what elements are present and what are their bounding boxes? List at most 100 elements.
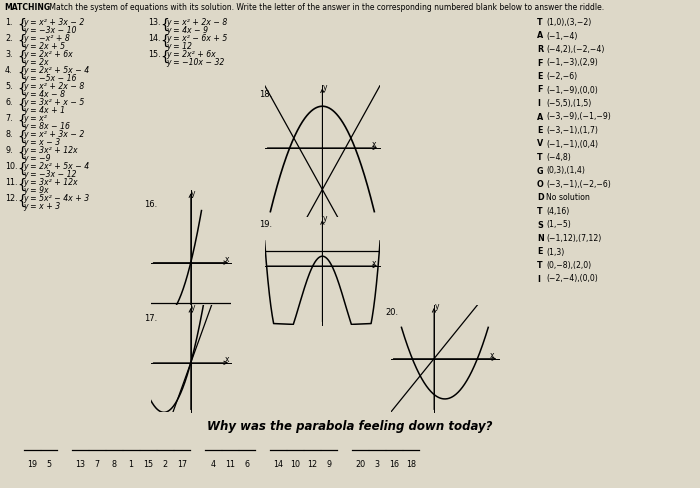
Text: (1,3): (1,3) [546, 247, 564, 257]
Text: A: A [537, 32, 543, 41]
Text: y = 4x − 9: y = 4x − 9 [166, 26, 208, 35]
Text: {: { [17, 130, 26, 144]
Text: 3: 3 [374, 460, 379, 469]
Text: y = 12: y = 12 [166, 42, 192, 51]
Text: y = x² − 6x + 5: y = x² − 6x + 5 [166, 34, 228, 43]
Text: y = x² + 3x − 2: y = x² + 3x − 2 [23, 130, 84, 139]
Text: S: S [537, 221, 543, 229]
Text: y = x + 3: y = x + 3 [23, 202, 60, 211]
Text: 1: 1 [129, 460, 134, 469]
Text: y = 4x − 8: y = 4x − 8 [23, 90, 65, 99]
Text: x: x [489, 351, 493, 361]
Text: x: x [372, 140, 376, 149]
Text: 18: 18 [406, 460, 416, 469]
Text: T: T [537, 207, 542, 216]
Text: (−4,2),(−2,−4): (−4,2),(−2,−4) [546, 45, 604, 54]
Text: 2.: 2. [5, 34, 13, 43]
Text: (−4,8): (−4,8) [546, 153, 570, 162]
Text: 1.: 1. [5, 18, 13, 27]
Text: O: O [537, 180, 544, 189]
Text: y = 3x² + x − 5: y = 3x² + x − 5 [23, 98, 84, 107]
Text: E: E [537, 126, 542, 135]
Text: D: D [537, 194, 544, 203]
Text: 11.: 11. [5, 178, 18, 187]
Text: 7: 7 [94, 460, 99, 469]
Text: x: x [372, 259, 376, 268]
Text: {: { [17, 178, 26, 192]
Text: 13: 13 [75, 460, 85, 469]
Text: 9.: 9. [5, 146, 13, 155]
Text: 8: 8 [111, 460, 116, 469]
Text: (−1,−1),(0,4): (−1,−1),(0,4) [546, 140, 598, 148]
Text: N: N [537, 234, 544, 243]
Text: 19: 19 [27, 460, 37, 469]
Text: y = 9x: y = 9x [23, 186, 48, 195]
Text: 15.: 15. [148, 50, 160, 59]
Text: {: { [17, 66, 26, 80]
Text: 5: 5 [46, 460, 52, 469]
Text: y = x² + 3x − 2: y = x² + 3x − 2 [23, 18, 84, 27]
Text: F: F [537, 59, 542, 67]
Text: 10.: 10. [5, 162, 18, 171]
Text: 20: 20 [355, 460, 365, 469]
Text: (−1,−9),(0,0): (−1,−9),(0,0) [546, 85, 598, 95]
Text: y: y [323, 83, 328, 92]
Text: (1,0),(3,−2): (1,0),(3,−2) [546, 18, 592, 27]
Text: E: E [537, 247, 542, 257]
Text: (1,−5): (1,−5) [546, 221, 570, 229]
Text: No solution: No solution [546, 194, 590, 203]
Text: 9: 9 [326, 460, 332, 469]
Text: 11: 11 [225, 460, 235, 469]
Text: (0,−8),(2,0): (0,−8),(2,0) [546, 261, 591, 270]
Text: I: I [537, 274, 540, 284]
Text: 7.: 7. [5, 114, 13, 123]
Text: y = 2x: y = 2x [23, 58, 48, 67]
Text: {: { [17, 98, 26, 112]
Text: {: { [17, 114, 26, 128]
Text: 3.: 3. [5, 50, 13, 59]
Text: x: x [225, 355, 230, 365]
Text: T: T [537, 153, 542, 162]
Text: G: G [537, 166, 543, 176]
Text: y: y [190, 189, 195, 198]
Text: 20.: 20. [385, 308, 398, 317]
Text: y = −3x − 10: y = −3x − 10 [23, 26, 76, 35]
Text: 14.: 14. [148, 34, 160, 43]
Text: (−3,−1),(1,7): (−3,−1),(1,7) [546, 126, 598, 135]
Text: (−2,−4),(0,0): (−2,−4),(0,0) [546, 274, 598, 284]
Text: {: { [17, 34, 26, 48]
Text: y = −x² + 8: y = −x² + 8 [23, 34, 70, 43]
Text: (−2,−6): (−2,−6) [546, 72, 577, 81]
Text: (−1,12),(7,12): (−1,12),(7,12) [546, 234, 601, 243]
Text: 2: 2 [162, 460, 167, 469]
Text: R: R [537, 45, 543, 54]
Text: 6: 6 [244, 460, 249, 469]
Text: 15: 15 [143, 460, 153, 469]
Text: {: { [17, 82, 26, 96]
Text: 6.: 6. [5, 98, 13, 107]
Text: (0,3),(1,4): (0,3),(1,4) [546, 166, 585, 176]
Text: 4: 4 [211, 460, 216, 469]
Text: T: T [537, 18, 542, 27]
Text: y = −10x − 32: y = −10x − 32 [166, 58, 224, 67]
Text: x: x [225, 255, 230, 264]
Text: y = 3x² + 12x: y = 3x² + 12x [23, 146, 78, 155]
Text: y = −9: y = −9 [23, 154, 50, 163]
Text: y: y [435, 302, 440, 311]
Text: {: { [17, 194, 26, 208]
Text: {: { [160, 50, 169, 64]
Text: 10: 10 [290, 460, 300, 469]
Text: Match the system of equations with its solution. Write the letter of the answer : Match the system of equations with its s… [47, 3, 604, 12]
Text: {: { [17, 162, 26, 176]
Text: y = 2x² + 5x − 4: y = 2x² + 5x − 4 [23, 66, 89, 75]
Text: V: V [537, 140, 543, 148]
Text: y: y [190, 303, 195, 312]
Text: 18.: 18. [259, 90, 272, 99]
Text: 5.: 5. [5, 82, 13, 91]
Text: 16: 16 [389, 460, 399, 469]
Text: (−1,−4): (−1,−4) [546, 32, 578, 41]
Text: I: I [537, 99, 540, 108]
Text: y = 3x² + 12x: y = 3x² + 12x [23, 178, 78, 187]
Text: y = 5x² − 4x + 3: y = 5x² − 4x + 3 [23, 194, 89, 203]
Text: (4,16): (4,16) [546, 207, 569, 216]
